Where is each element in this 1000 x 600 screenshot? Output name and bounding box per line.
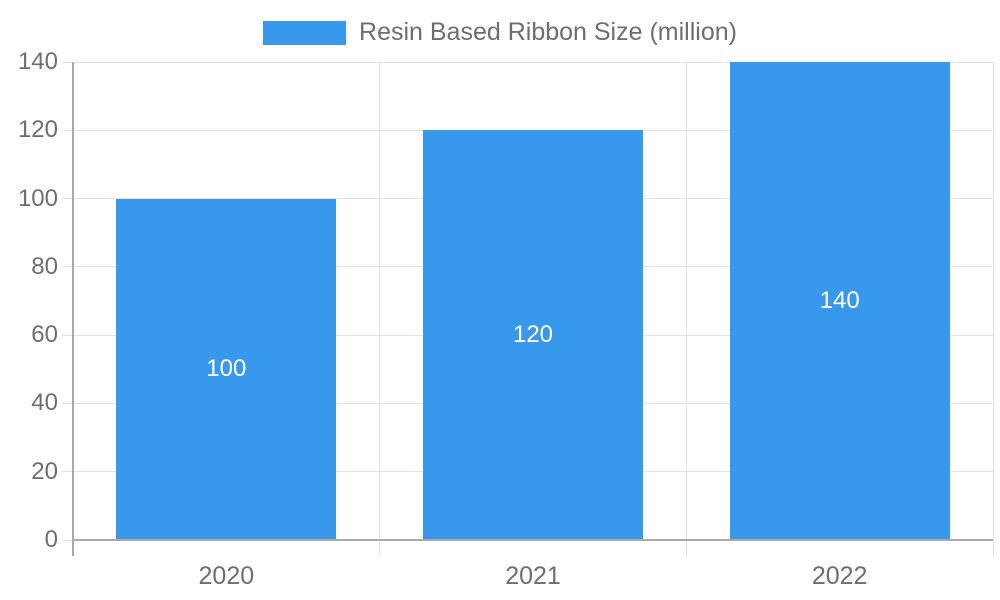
bar-2020[interactable]: 100 — [116, 198, 337, 540]
y-tick-label: 0 — [44, 526, 58, 553]
gridline-vertical — [685, 62, 687, 540]
y-tick-label: 140 — [17, 48, 58, 75]
x-tick-mark — [992, 540, 994, 556]
y-tick-mark — [62, 471, 73, 473]
plot-area: 100 120 140 — [73, 61, 994, 540]
y-tick-label: 60 — [31, 321, 58, 349]
bar-value-label: 140 — [819, 287, 860, 314]
x-axis-line — [73, 539, 993, 541]
x-tick-label-2022: 2022 — [811, 562, 868, 590]
legend-swatch — [263, 20, 347, 45]
x-tick-label-2021: 2021 — [505, 562, 561, 590]
gridline-vertical — [379, 62, 381, 540]
y-tick-label: 20 — [31, 457, 58, 485]
gridline-horizontal — [73, 61, 993, 63]
legend-label: Resin Based Ribbon Size (million) — [359, 18, 737, 46]
y-tick-mark — [62, 61, 73, 63]
y-tick-mark — [62, 402, 73, 404]
x-tick-label-2020: 2020 — [198, 562, 255, 590]
y-tick-mark — [62, 334, 73, 336]
y-tick-label: 80 — [31, 252, 58, 280]
y-tick-mark — [62, 129, 73, 131]
gridline-horizontal — [73, 129, 993, 131]
bar-value-label: 120 — [512, 321, 554, 349]
legend-item-resin-ribbon[interactable]: Resin Based Ribbon Size (million) — [263, 18, 737, 47]
y-tick-label: 40 — [31, 389, 58, 417]
y-tick-mark — [62, 198, 73, 200]
x-tick-mark — [685, 540, 687, 556]
bar-2022[interactable]: 140 — [729, 62, 950, 540]
y-tick-label: 120 — [17, 116, 58, 144]
y-axis-line — [72, 62, 74, 556]
y-tick-mark — [62, 266, 73, 268]
gridline-vertical — [992, 62, 994, 540]
x-tick-mark — [379, 540, 381, 556]
legend: Resin Based Ribbon Size (million) — [0, 18, 1000, 47]
bar-2021[interactable]: 120 — [423, 130, 643, 540]
bar-value-label: 100 — [206, 355, 247, 383]
y-tick-mark — [62, 539, 73, 541]
y-tick-label: 100 — [17, 184, 58, 212]
